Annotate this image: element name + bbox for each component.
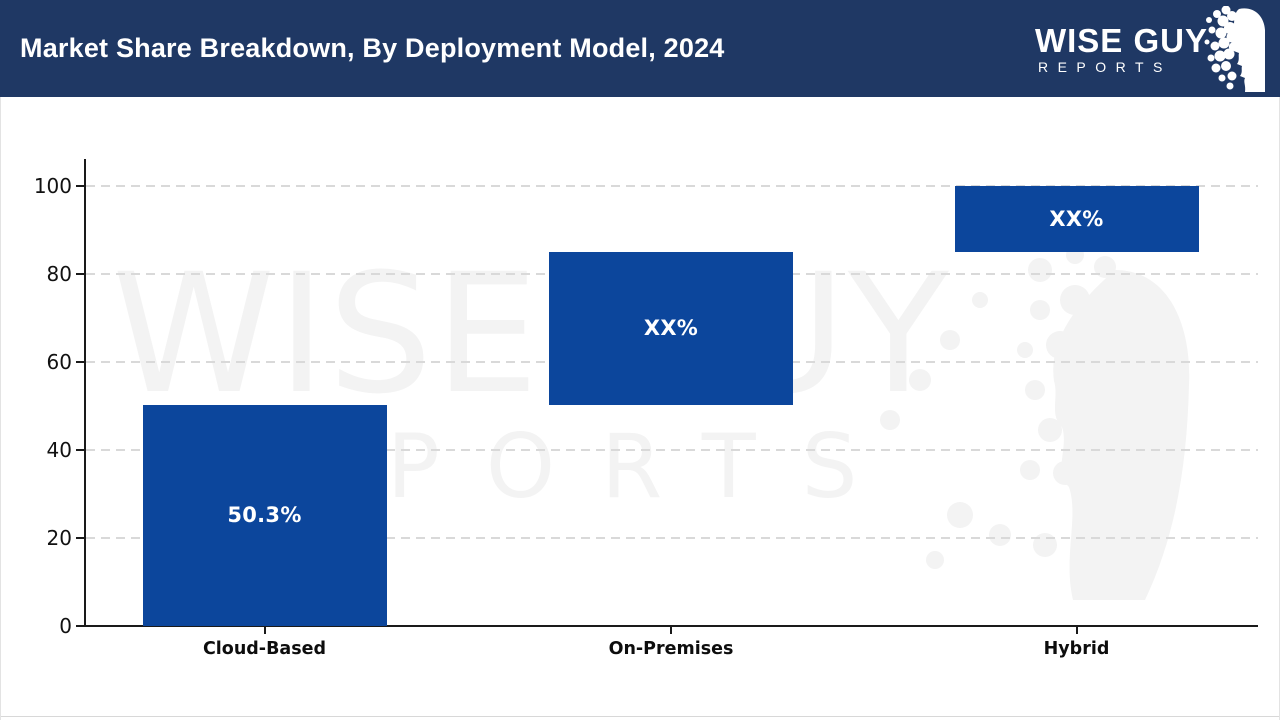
- watermark-face-icon: [880, 246, 1190, 600]
- y-tick-label: 100: [33, 174, 72, 198]
- y-tick-mark: [76, 449, 84, 451]
- y-tick-mark: [76, 273, 84, 275]
- y-axis: [84, 159, 86, 627]
- x-category-label: Cloud-Based: [202, 639, 327, 659]
- x-axis: [84, 625, 1258, 627]
- y-tick-label: 60: [46, 350, 72, 374]
- x-tick-mark: [263, 627, 266, 634]
- gridline: [86, 185, 1258, 187]
- x-tick-mark: [1075, 627, 1078, 634]
- logo-wordmark: WISE GUY: [1034, 21, 1208, 59]
- x-tick-mark: [670, 627, 672, 634]
- brand-logo: WISE GUY REPORTS: [1035, 5, 1266, 92]
- page-title: Market Share Breakdown, By Deployment Mo…: [20, 33, 725, 63]
- bar-segment: XX%: [549, 252, 793, 405]
- y-tick-label: 80: [46, 262, 72, 286]
- y-tick-mark: [76, 185, 84, 187]
- page-bottom-border: [0, 716, 1280, 717]
- x-category-label: Hybrid: [1043, 639, 1110, 659]
- bar-segment: XX%: [954, 186, 1199, 252]
- gridline: [86, 537, 1258, 539]
- bar-value-label: XX%: [643, 316, 699, 341]
- logo-subtext: REPORTS: [1037, 58, 1172, 75]
- y-tick-label: 0: [59, 614, 72, 638]
- watermark-wordmark: WISE GUY: [112, 238, 951, 430]
- bar-segment: 50.3%: [142, 404, 387, 626]
- logo-face-icon: [1204, 5, 1265, 92]
- x-category-label: On-Premises: [608, 639, 734, 659]
- gridline: [86, 449, 1258, 451]
- y-tick-label: 40: [46, 438, 72, 462]
- y-tick-mark: [76, 537, 84, 539]
- logo-text: WISE GUY REPORTS: [1035, 24, 1208, 74]
- header-bar: Market Share Breakdown, By Deployment Mo…: [0, 0, 1280, 97]
- y-tick-mark: [76, 625, 84, 627]
- y-tick-mark: [76, 361, 84, 363]
- chart-canvas: WISE GUY REPORTS 0 20 40 60 80 100 50.3% Cloud-…: [0, 97, 1280, 720]
- page-left-border: [0, 97, 1, 720]
- y-tick-label: 20: [46, 526, 72, 550]
- bar-value-label: XX%: [1049, 207, 1104, 231]
- bar-value-label: 50.3%: [227, 503, 302, 528]
